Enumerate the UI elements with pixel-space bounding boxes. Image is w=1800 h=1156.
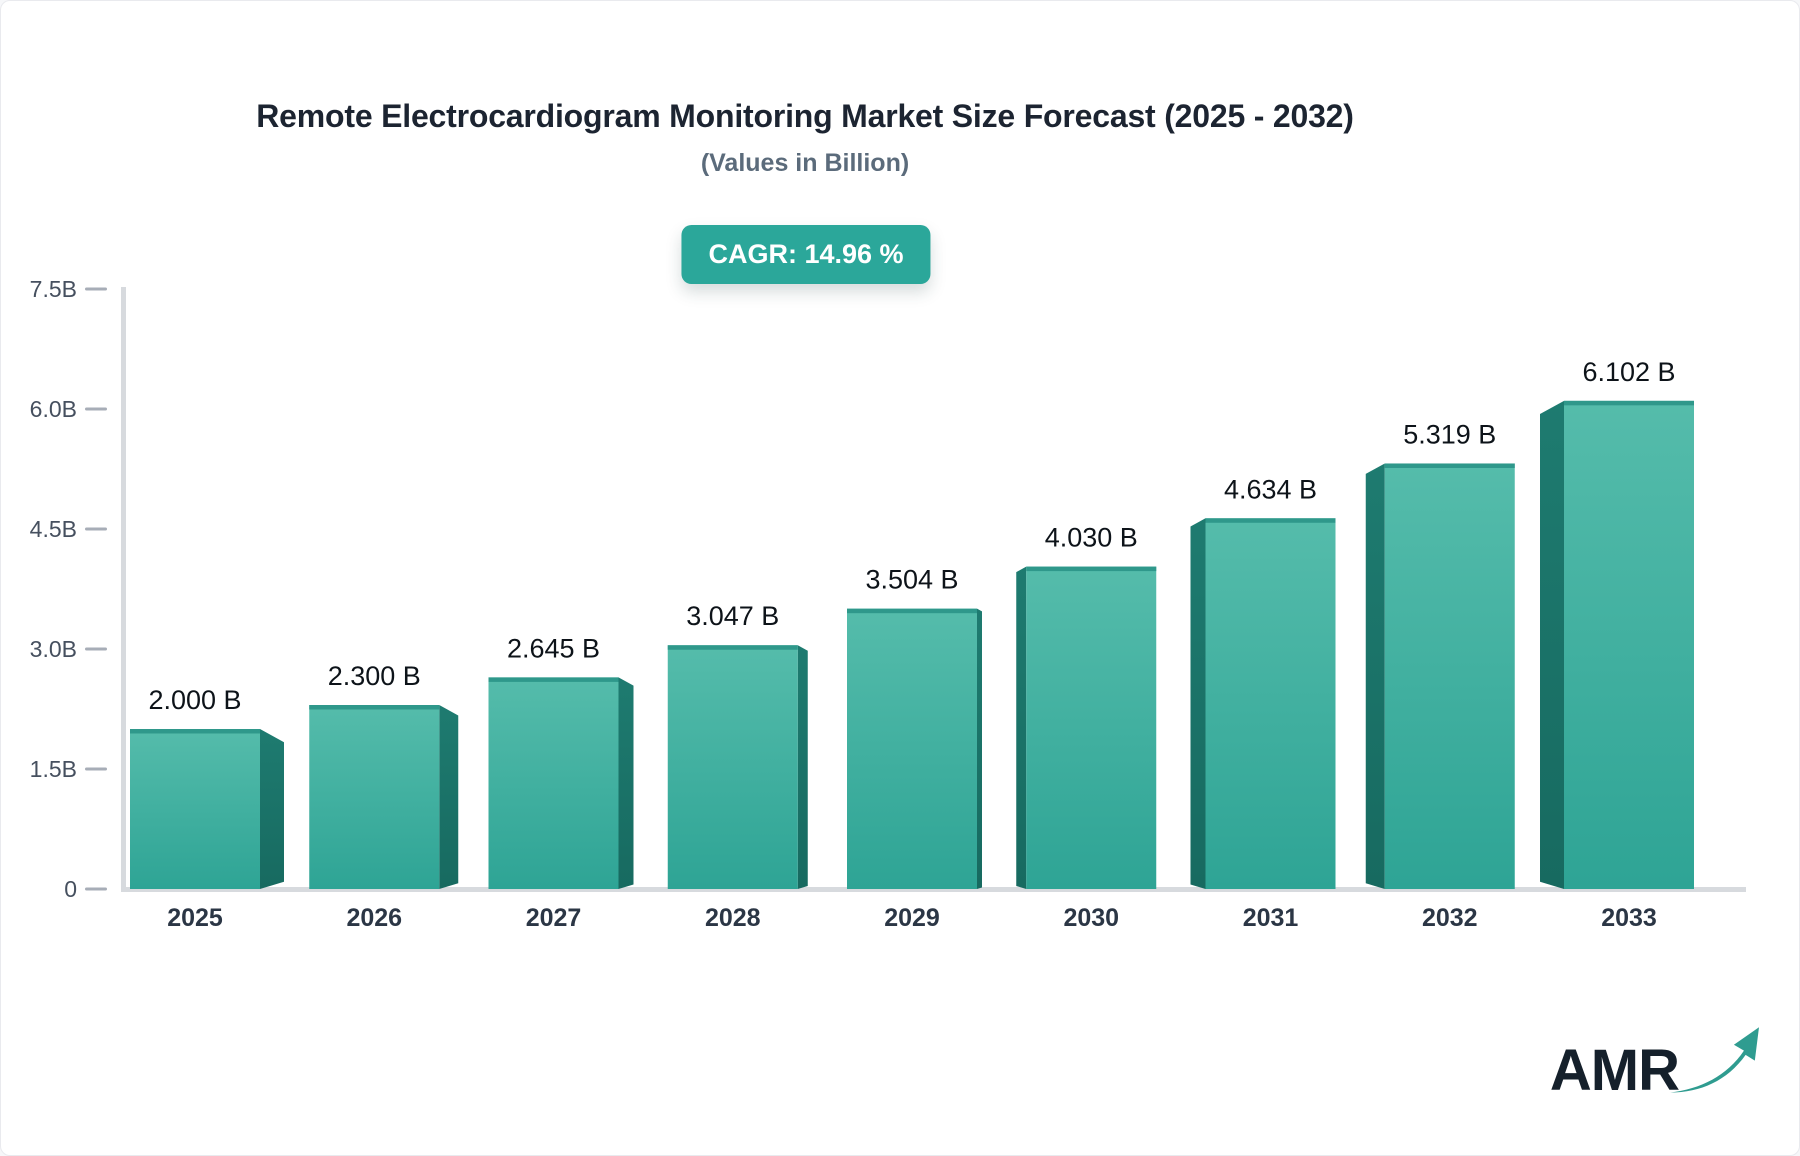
bar-value-label: 4.030 B (1045, 523, 1138, 553)
y-tick-label: 0 (64, 876, 77, 902)
bar-top-edge (309, 705, 440, 710)
bar-value-label: 2.000 B (148, 685, 241, 715)
chart-subtitle: (Values in Billion) (700, 149, 910, 177)
y-tick-dash (85, 287, 107, 291)
bar-top-edge (1205, 518, 1336, 523)
bar-side-face (260, 729, 284, 889)
x-axis-label: 2030 (1063, 904, 1119, 932)
bar-side-face (977, 608, 982, 889)
trend-up-arrow-icon (1670, 1027, 1759, 1093)
bar-value-label: 6.102 B (1582, 357, 1675, 387)
bar-side-face (1365, 463, 1385, 889)
y-tick-dash (85, 887, 107, 891)
bar (847, 608, 977, 889)
bar-value-label: 2.300 B (328, 661, 421, 691)
bar-top-edge (667, 645, 798, 650)
chart-title: Remote Electrocardiogram Monitoring Mark… (256, 98, 1354, 134)
bar-value-label: 2.645 B (507, 633, 600, 663)
bar-value-label: 3.047 B (686, 601, 779, 631)
x-axis-label: 2029 (884, 904, 940, 932)
bar-value-label: 5.319 B (1403, 419, 1496, 449)
bar-value-label: 4.634 B (1224, 474, 1317, 504)
bar-value-label: 3.504 B (865, 565, 958, 595)
bar-side-face (797, 645, 808, 889)
amr-logo: AMR (1550, 1020, 1759, 1100)
bar (309, 705, 440, 889)
x-axis-label: 2033 (1601, 904, 1657, 932)
bar (1205, 518, 1336, 889)
bar-side-face (618, 677, 634, 889)
y-tick-dash (85, 767, 107, 771)
bar-side-face (1190, 518, 1206, 889)
y-tick-label: 3.0B (30, 636, 77, 662)
amr-logo-text: AMR (1549, 1038, 1680, 1103)
bar (130, 729, 260, 889)
y-tick-label: 7.5B (30, 276, 77, 302)
x-axis-label: 2027 (526, 904, 582, 932)
y-tick-dash (85, 527, 107, 531)
bar-top-edge (1026, 566, 1157, 572)
y-tick-label: 6.0B (30, 396, 77, 422)
bar-side-face (1016, 566, 1027, 889)
bar-top-edge (1384, 463, 1515, 468)
bar (667, 645, 798, 889)
bar-top-edge (488, 677, 619, 682)
x-axis-label: 2028 (705, 904, 761, 932)
bar (1564, 400, 1694, 889)
bar (1026, 566, 1157, 889)
y-axis-line (121, 287, 126, 889)
x-axis-label: 2032 (1422, 904, 1478, 932)
bar (1384, 463, 1515, 889)
bar (488, 677, 619, 889)
bar-side-face (1540, 400, 1564, 889)
bar-top-edge (1564, 400, 1694, 406)
bar-top-edge (130, 729, 260, 734)
bar-side-face (439, 705, 459, 889)
x-axis-label: 2026 (346, 904, 402, 932)
y-tick-dash (85, 407, 107, 411)
cagr-badge: CAGR: 14.96 % (681, 225, 931, 284)
x-axis-line (121, 887, 1746, 892)
y-tick-dash (85, 647, 107, 651)
y-tick-label: 1.5B (30, 756, 77, 782)
x-axis-label: 2031 (1243, 904, 1299, 932)
y-tick-label: 4.5B (30, 516, 77, 542)
bar-top-edge (847, 608, 977, 614)
x-axis-label: 2025 (167, 904, 223, 932)
